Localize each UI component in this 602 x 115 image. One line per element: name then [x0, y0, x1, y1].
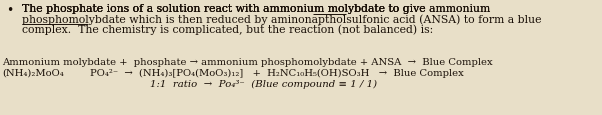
Text: Ammonium molybdate +  phosphate → ammonium phosphomolybdate + ANSA  →  Blue Comp: Ammonium molybdate + phosphate → ammoniu… [2, 58, 492, 66]
Text: (NH₄)₂MoO₄: (NH₄)₂MoO₄ [2, 68, 64, 77]
Text: phosphomolybdate which is then reduced by aminonaptholsulfonic acid (ANSA) to fo: phosphomolybdate which is then reduced b… [22, 14, 542, 24]
Text: complex.  The chemistry is complicated, but the reaction (not balanced) is:: complex. The chemistry is complicated, b… [22, 24, 433, 34]
Text: PO₄²⁻  →  (NH₄)₃[PO₄(MoO₃)₁₂]   +  H₂NC₁₀H₅(OH)SO₃H   →  Blue Complex: PO₄²⁻ → (NH₄)₃[PO₄(MoO₃)₁₂] + H₂NC₁₀H₅(O… [90, 68, 464, 77]
Text: The phosphate ions of a solution react with ammonium molybdate to give ammonium: The phosphate ions of a solution react w… [22, 4, 490, 14]
Text: The phosphate ions of a solution react with ammonium molybdate to give ammonium: The phosphate ions of a solution react w… [22, 4, 490, 14]
Text: The phosphate ions of a solution react with ammonium molybdate to give: The phosphate ions of a solution react w… [22, 4, 429, 14]
Text: 1:1  ratio  →  Po₄³⁻  (Blue compound ≡ 1 / 1): 1:1 ratio → Po₄³⁻ (Blue compound ≡ 1 / 1… [150, 79, 377, 88]
Text: •: • [6, 4, 13, 17]
